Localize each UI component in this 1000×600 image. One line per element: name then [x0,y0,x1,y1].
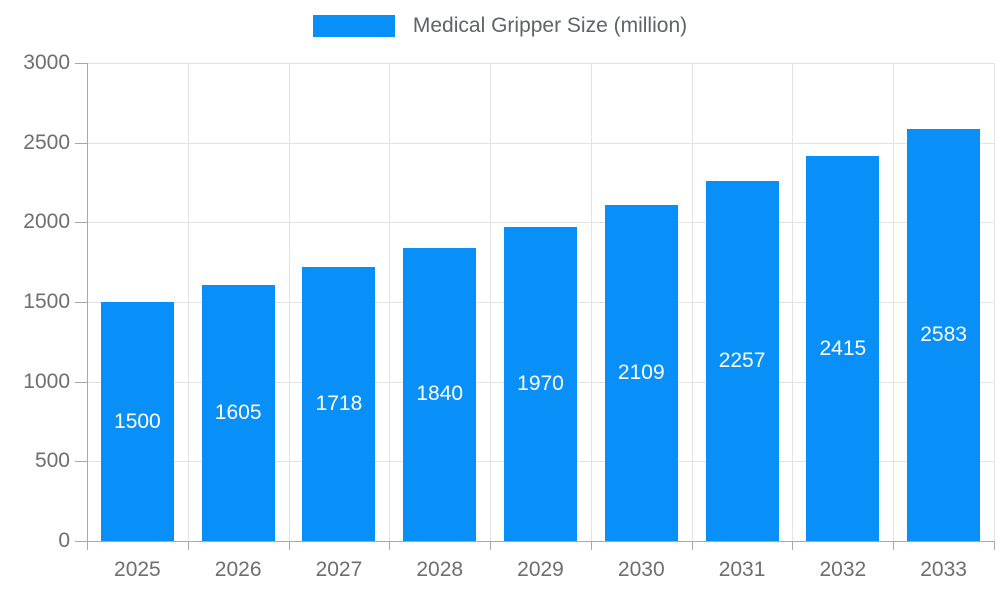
x-axis-tick-label: 2026 [214,558,262,581]
x-axis-tick [389,541,391,550]
gridline-vertical [590,63,592,541]
bar-value-label: 2415 [819,336,867,360]
bar: 1605 [201,285,275,541]
gridline-horizontal [87,222,994,224]
legend-swatch [312,15,395,37]
y-axis-tick-label: 2500 [23,130,70,154]
y-axis-tick-label: 1000 [23,369,70,393]
bar: 2583 [907,129,981,541]
bar: 2415 [806,156,880,541]
bar-value-label: 1840 [416,382,464,406]
gridline-horizontal [87,142,994,144]
y-axis-tick [75,381,87,383]
y-axis-tick [75,302,87,303]
gridline-vertical [490,63,492,541]
x-axis-tick [691,541,693,550]
x-axis-tick [590,541,592,550]
y-axis-tick [75,142,87,144]
bar-value-label: 1605 [214,401,262,425]
bar-value-label: 1970 [517,372,564,396]
y-axis-tick-label: 0 [58,529,70,552]
bar: 1970 [504,227,577,541]
y-axis-tick [75,63,87,64]
bar: 1840 [403,247,477,541]
gridline-vertical [288,63,290,541]
y-axis-tick [75,222,87,224]
x-axis-tick [87,541,88,550]
y-axis-line [87,63,88,541]
y-axis-tick [75,461,87,463]
y-axis-tick-label: 1500 [23,290,70,313]
bar: 1500 [100,302,174,541]
x-axis-tick [994,541,995,550]
x-axis-tick-label: 2029 [517,558,564,581]
bar-value-label: 1500 [114,409,161,433]
bar: 2109 [604,204,678,541]
gridline-horizontal [87,63,994,64]
y-axis-tick-label: 500 [34,449,70,473]
x-axis-tick [490,541,492,550]
bar-value-label: 2583 [920,323,967,347]
legend-label: Medical Gripper Size (million) [412,14,688,37]
x-axis-tick [792,541,794,550]
x-axis-tick-label: 2028 [416,558,464,581]
y-axis-tick-label: 2000 [23,210,70,234]
gridline-vertical [893,63,895,541]
x-axis-tick-label: 2033 [920,558,967,581]
bar-value-label: 1718 [315,392,363,416]
x-axis-tick [893,541,895,550]
x-axis-tick [187,541,189,550]
x-axis-tick [288,541,290,550]
bar: 2257 [705,181,779,541]
gridline-vertical [792,63,794,541]
bar-value-label: 2257 [718,349,766,373]
y-axis-tick [75,541,87,542]
x-axis-tick-label: 2027 [315,558,363,581]
x-axis-tick-label: 2031 [718,558,766,581]
x-axis-tick-label: 2030 [617,558,665,581]
gridline-vertical [691,63,693,541]
x-axis-tick-label: 2025 [114,558,161,581]
gridline-vertical [994,63,995,541]
gridline-vertical [389,63,391,541]
gridline-vertical [187,63,189,541]
legend[interactable]: Medical Gripper Size (million) [0,14,1000,38]
bar: 1718 [302,267,376,541]
y-axis-tick-label: 3000 [23,51,70,74]
bar-value-label: 2109 [617,360,665,384]
x-axis-line [87,541,994,542]
x-axis-tick-label: 2032 [819,558,867,581]
